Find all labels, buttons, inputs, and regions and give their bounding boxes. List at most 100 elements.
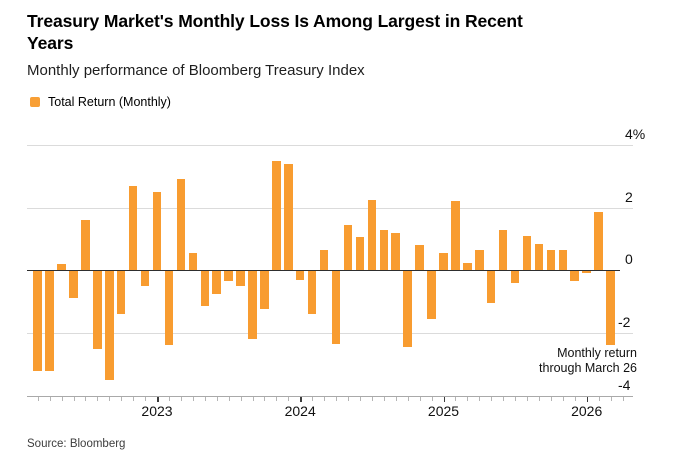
x-axis-minor-tick [431,396,433,401]
zero-baseline [27,269,620,272]
x-axis-year-tick [300,396,302,403]
x-axis-year-label: 2025 [427,402,460,419]
legend-label: Total Return (Monthly) [48,94,171,109]
x-axis-minor-tick [538,396,540,401]
x-axis-minor-tick [145,396,147,401]
x-axis-minor-tick [121,396,123,401]
x-axis-year-tick [443,396,445,403]
y-axis-label: 2 [625,188,633,205]
bar [236,270,245,286]
x-axis-minor-tick [109,396,111,401]
x-axis-minor-tick [73,396,75,401]
x-axis-minor-tick [455,396,457,401]
bar [295,270,305,280]
bar [415,245,424,271]
bar [606,270,615,346]
x-axis-minor-tick [228,396,230,401]
bar [486,270,496,304]
bar [260,270,269,310]
grid-line [27,144,633,146]
bar [45,270,54,371]
x-axis-minor-tick [288,396,290,401]
bar [570,270,579,282]
x-axis-minor-tick [562,396,564,401]
bar [475,249,484,271]
x-axis-minor-tick [527,396,528,401]
x-axis-minor-tick [240,396,242,401]
x-axis-minor-tick [192,396,194,401]
y-axis-label: 4% [625,125,646,142]
x-axis-minor-tick [216,396,218,401]
y-axis-label: 0 [625,251,633,268]
bar [116,270,126,315]
bar [33,270,42,371]
page-title: Treasury Market's Monthly Loss Is Among … [27,11,652,54]
bar [272,160,281,271]
bar [343,224,353,271]
x-axis-minor-tick [479,396,481,401]
x-axis-minor-tick [169,396,170,401]
bar [152,191,162,271]
x-axis-minor-tick [395,396,397,401]
x-axis-minor-tick [610,396,612,401]
x-axis-minor-tick [180,396,182,401]
bar [582,270,591,274]
bar [164,270,174,346]
bar [558,249,568,271]
x-axis-minor-tick [503,396,505,401]
bar [128,185,138,271]
y-axis-label: -2 [618,314,631,330]
x-axis-minor-tick [324,396,326,401]
x-axis-minor-tick [133,396,135,401]
bar [355,237,365,271]
bar [284,163,293,271]
x-axis-minor-tick [598,396,600,401]
x-axis-line [27,395,633,397]
annotation-line1: Monthly return [557,346,637,360]
bar [212,270,221,294]
bar [427,270,436,319]
grid-line [27,333,633,334]
x-axis-minor-tick [97,396,99,401]
x-axis-minor-tick [204,396,206,401]
bar [319,249,329,271]
x-axis-minor-tick [371,396,373,401]
page-title-line1: Treasury Market's Monthly Loss Is Among … [27,11,523,31]
x-axis-minor-tick [312,396,314,401]
x-axis-year-tick [157,396,159,403]
x-axis-minor-tick [37,396,39,401]
x-axis-minor-tick [49,396,51,401]
bar [546,249,556,271]
x-axis-minor-tick [359,396,361,401]
page-title-line2: Years [27,32,74,53]
legend-swatch-icon [30,97,40,107]
bar [188,253,198,271]
bar [224,270,233,282]
chart-subtitle: Monthly performance of Bloomberg Treasur… [27,62,365,79]
x-axis-minor-tick [348,396,349,401]
bar [69,270,78,299]
bar [522,235,532,271]
bar [463,262,472,271]
bar [200,270,210,307]
bar [57,264,66,271]
x-axis-year-label: 2024 [284,402,316,419]
source-note: Source: Bloomberg [27,438,126,450]
x-axis-minor-tick [550,396,552,401]
x-axis-minor-tick [383,396,385,401]
x-axis-year-label: 2026 [571,402,603,419]
bar [498,229,508,271]
bar [105,270,114,380]
bar [379,229,389,271]
bar [367,199,377,271]
bar [451,201,460,271]
bar [248,270,257,340]
bar [81,220,90,271]
bar [403,270,412,348]
x-axis-minor-tick [252,396,254,401]
bar [93,270,102,349]
x-axis-minor-tick [61,396,63,401]
bar [439,253,448,271]
